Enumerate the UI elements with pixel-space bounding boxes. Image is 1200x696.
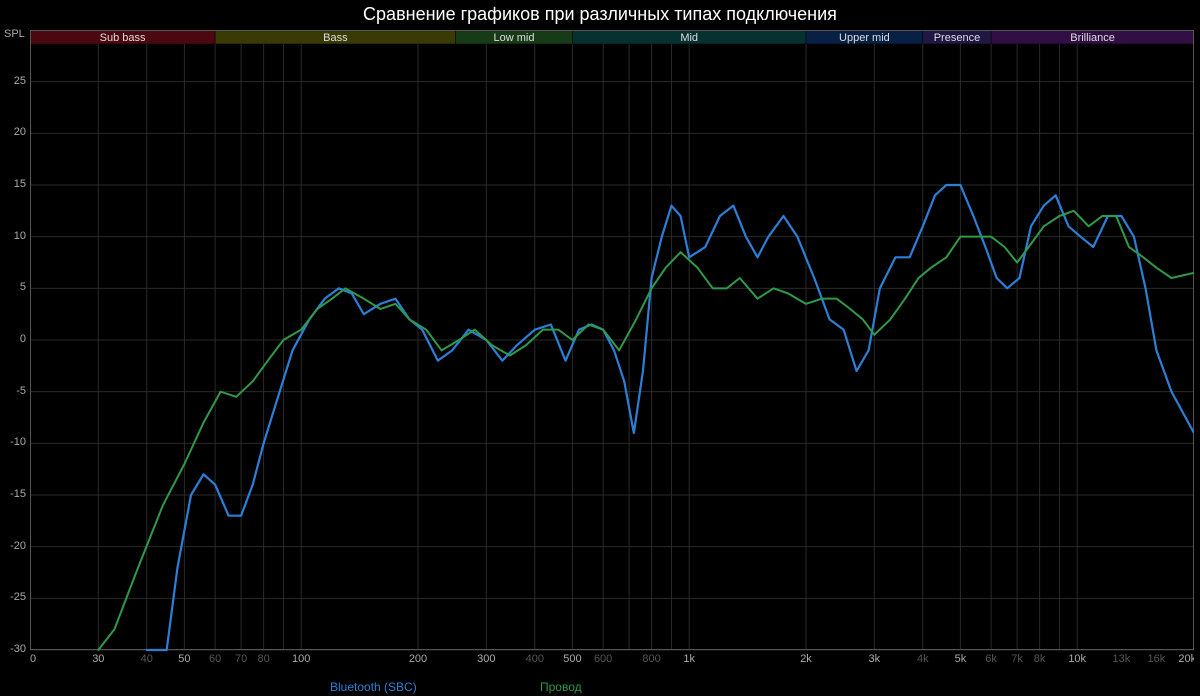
svg-text:Presence: Presence [934,32,980,44]
y-tick-label: 0 [2,333,26,345]
legend-bluetooth: Bluetooth (SBC) [330,680,417,694]
svg-text:30: 30 [92,653,104,665]
svg-text:16k: 16k [1148,653,1166,665]
svg-text:70: 70 [235,653,247,665]
svg-text:80: 80 [257,653,269,665]
svg-text:200: 200 [409,653,427,665]
svg-text:400: 400 [526,653,544,665]
y-tick-label: 10 [2,230,26,242]
chart-svg: Sub bass Bass Low mid Mid Upper mid Presence B… [30,30,1194,666]
legend-wired: Провод [540,680,582,694]
svg-text:300: 300 [477,653,495,665]
y-tick-label: 15 [2,178,26,190]
svg-text:4k: 4k [917,653,929,665]
y-axis-label: SPL [4,28,25,40]
svg-text:500: 500 [563,653,581,665]
svg-text:50: 50 [178,653,190,665]
y-tick-label: -10 [2,436,26,448]
svg-text:Brilliance: Brilliance [1070,32,1115,44]
y-tick-label: 20 [2,126,26,138]
svg-text:5k: 5k [955,653,967,665]
svg-text:20kHz: 20kHz [1178,653,1194,665]
svg-text:6k: 6k [985,653,997,665]
svg-text:Mid: Mid [680,32,698,44]
svg-text:Sub bass: Sub bass [100,32,146,44]
svg-text:20: 20 [30,653,36,665]
y-tick-label: -20 [2,540,26,552]
y-tick-label: -30 [2,643,26,655]
svg-text:3k: 3k [869,653,881,665]
svg-text:Upper mid: Upper mid [839,32,890,44]
y-tick-label: 25 [2,75,26,87]
svg-text:13k: 13k [1113,653,1131,665]
svg-text:800: 800 [642,653,660,665]
y-tick-label: -15 [2,488,26,500]
y-tick-label: -5 [2,385,26,397]
svg-text:2k: 2k [800,653,812,665]
chart: Sub bass Bass Low mid Mid Upper mid Presence B… [30,30,1194,666]
svg-text:40: 40 [141,653,153,665]
chart-title: Сравнение графиков при различных типах п… [0,4,1200,25]
svg-text:Low mid: Low mid [494,32,535,44]
svg-text:100: 100 [292,653,310,665]
svg-text:600: 600 [594,653,612,665]
svg-text:1k: 1k [683,653,695,665]
svg-text:10k: 10k [1068,653,1086,665]
svg-text:60: 60 [209,653,221,665]
svg-text:8k: 8k [1034,653,1046,665]
y-tick-label: -25 [2,591,26,603]
y-tick-label: 5 [2,281,26,293]
svg-text:7k: 7k [1011,653,1023,665]
svg-text:Bass: Bass [323,32,348,44]
